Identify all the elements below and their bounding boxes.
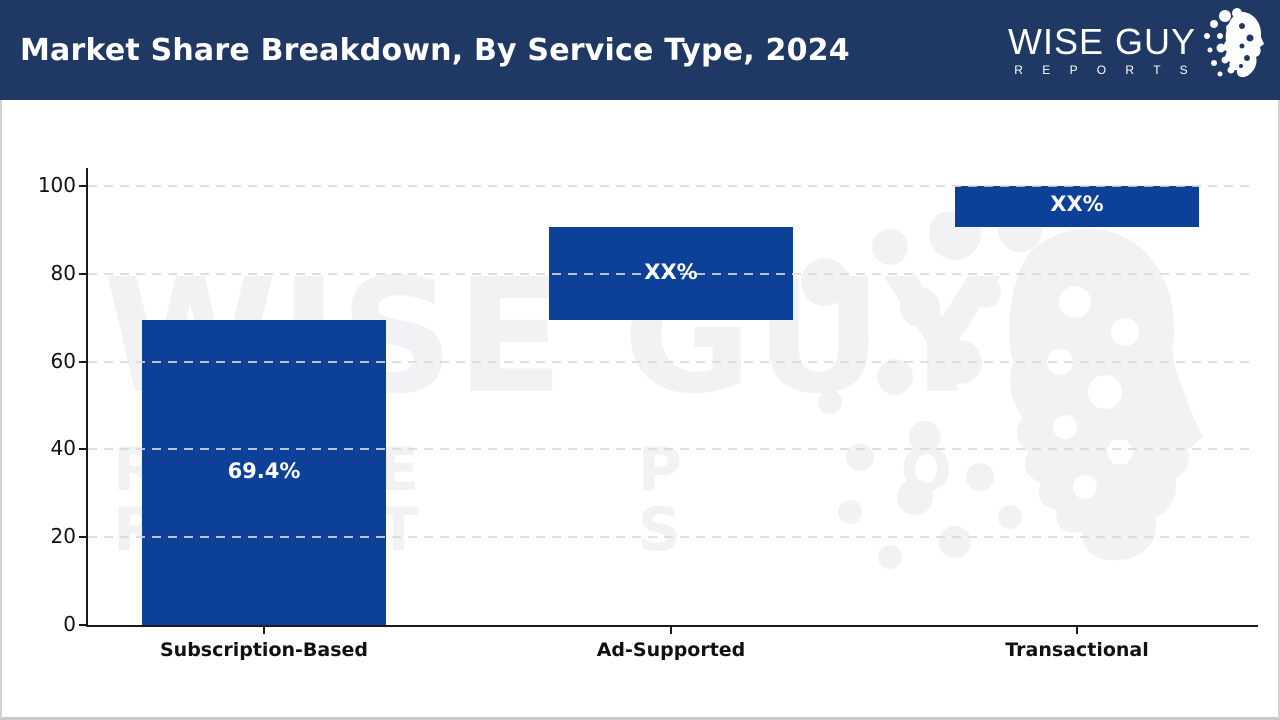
gridline-20: [88, 536, 1256, 539]
watermark-face-icon: [795, 208, 1205, 588]
brand-logo: WISE GUY R E P O R T S: [1008, 6, 1264, 94]
gridline-80: [88, 272, 1256, 275]
bar-transactional: [955, 186, 1199, 227]
x-axis-line: [86, 625, 1258, 627]
y-tick-label-20: 20: [50, 524, 76, 549]
x-tick-subscription-based: [263, 627, 265, 634]
x-category-label-subscription-based: Subscription-Based: [159, 639, 369, 661]
y-tick-label-0: 0: [63, 612, 76, 636]
y-axis-line: [86, 168, 88, 627]
bar-value-label-transactional: XX%: [1050, 192, 1104, 217]
y-tick-label-100: 100: [37, 173, 76, 197]
brand-name: WISE GUY: [1007, 21, 1196, 63]
gridline-60: [88, 360, 1256, 363]
x-tick-ad-supported: [670, 627, 672, 634]
bar-subscription-based: [142, 320, 386, 625]
x-tick-transactional: [1076, 627, 1078, 634]
y-tick-60: [79, 360, 87, 363]
page-title: Market Share Breakdown, By Service Type,…: [20, 32, 850, 68]
bar-value-label-subscription-based: 69.4%: [227, 458, 301, 483]
y-tick-40: [79, 448, 87, 451]
brand-logo-text: WISE GUY R E P O R T S: [1008, 23, 1196, 77]
brand-face-icon: [1200, 6, 1264, 94]
gridline-40: [88, 448, 1256, 451]
y-tick-100: [79, 185, 87, 187]
y-tick-label-60: 60: [50, 348, 76, 373]
y-tick-0: [79, 624, 87, 626]
y-tick-80: [79, 272, 87, 275]
gridline-100: [88, 185, 1256, 187]
y-tick-label-40: 40: [50, 436, 76, 461]
bar-value-label-ad-supported: XX%: [644, 259, 698, 284]
y-tick-label-80: 80: [50, 260, 76, 285]
x-category-label-ad-supported: Ad-Supported: [596, 639, 746, 661]
header: Market Share Breakdown, By Service Type,…: [0, 0, 1280, 100]
y-tick-20: [79, 536, 87, 539]
x-category-label-transactional: Transactional: [1005, 639, 1149, 661]
brand-subname: R E P O R T S: [1014, 62, 1196, 77]
